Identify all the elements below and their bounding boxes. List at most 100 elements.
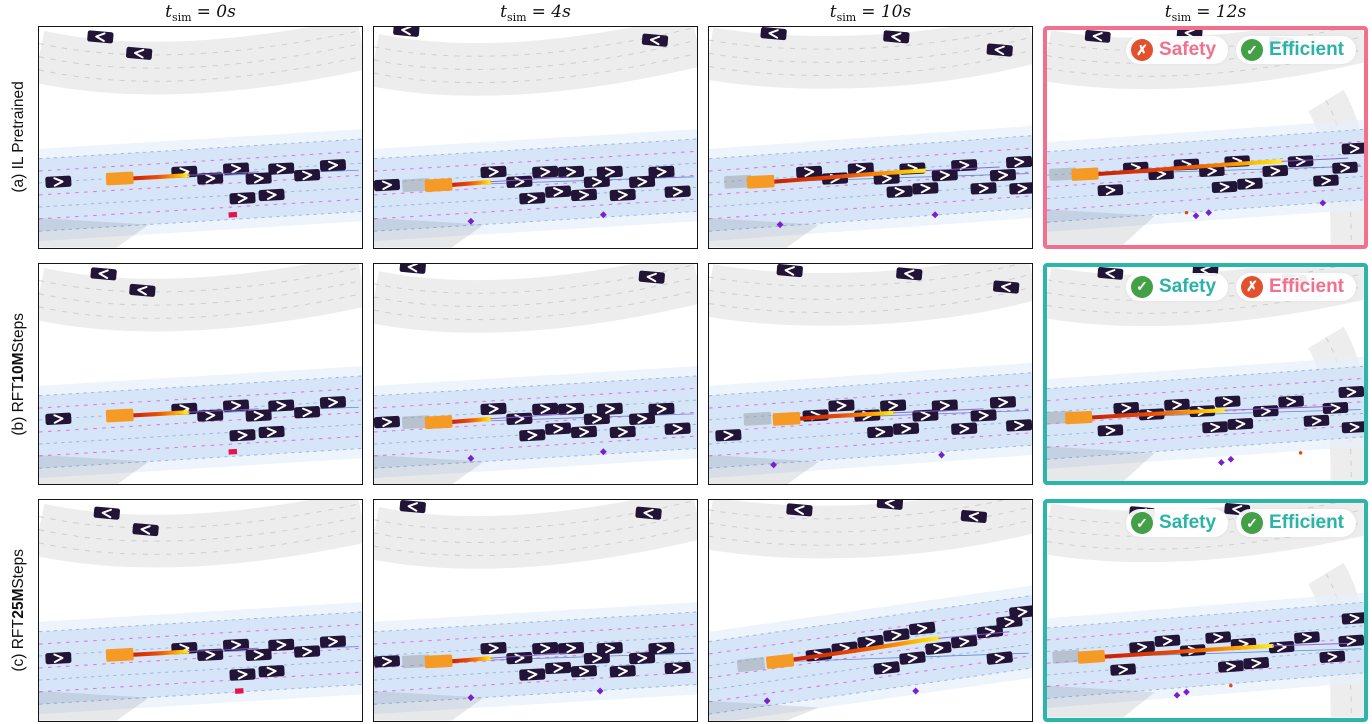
trajectory-tail [1272, 643, 1349, 647]
main-road [39, 138, 362, 232]
scene-svg [374, 27, 697, 248]
ego-ghost [1052, 650, 1080, 665]
traffic-vehicle [374, 178, 400, 192]
panel-a-t12: ✗ Safety ✓ Efficient [1043, 26, 1368, 249]
traffic-vehicle [1338, 385, 1364, 398]
ego-vehicle [424, 178, 453, 192]
traffic-vehicle [1338, 634, 1364, 648]
pedestrian-dot [467, 694, 475, 702]
traffic-vehicle [480, 402, 507, 415]
oncoming-vehicle [986, 43, 1013, 57]
traffic-vehicle [908, 622, 936, 636]
trajectory-tail [925, 166, 1000, 172]
oncoming-vehicle [129, 283, 156, 297]
oncoming-vehicle [992, 280, 1020, 294]
result-badges: ✗ Safety ✓ Efficient [1126, 36, 1356, 64]
panel-grid: ✗ Safety ✓ Efficient ✓ Safety ✗ Efficient ✓ Saf… [38, 26, 1368, 722]
ego-vehicle [105, 171, 134, 186]
traffic-vehicle [1341, 142, 1364, 155]
ego-trajectory [129, 173, 190, 181]
traffic-vehicle [976, 625, 1004, 639]
traffic-vehicle [847, 162, 874, 175]
traffic-vehicle [648, 642, 675, 655]
traffic-vehicle [664, 662, 691, 675]
traffic-vehicle [374, 655, 400, 668]
panel-c-t10 [708, 499, 1033, 722]
panel-b-t0 [38, 262, 363, 486]
traffic-vehicle [583, 412, 610, 425]
traffic-vehicle [570, 425, 598, 438]
panel-c-t4 [373, 499, 698, 722]
check-icon: ✓ [1241, 512, 1264, 535]
ego-vehicle [765, 654, 795, 670]
main-road [374, 612, 697, 705]
ego-vehicle [424, 414, 453, 429]
road-shadow [709, 218, 819, 248]
lane-guide [709, 607, 1032, 655]
traffic-vehicle [1097, 184, 1124, 197]
traffic-vehicle [1294, 631, 1320, 645]
traffic-vehicle [664, 422, 691, 435]
red-obstacle-marker [228, 211, 238, 218]
result-badge: ✗ Efficient [1236, 272, 1356, 301]
traffic-vehicle [796, 165, 823, 179]
ego-trajectory [1100, 644, 1275, 660]
result-badge: ✓ Efficient [1236, 36, 1356, 64]
ego-trajectory [789, 636, 941, 663]
traffic-vehicle [629, 175, 656, 188]
column-header-t12: tsim = 12s [1164, 1, 1247, 25]
check-icon: ✓ [1131, 275, 1154, 298]
result-label: Efficient [1269, 275, 1344, 297]
traffic-vehicle [629, 412, 656, 425]
main-road [374, 375, 697, 468]
traffic-vehicle [912, 182, 939, 195]
ego-ghost [402, 654, 430, 669]
traffic-vehicle [222, 399, 250, 412]
traffic-vehicle [880, 399, 907, 412]
oncoming-vehicle [1097, 266, 1124, 280]
cross-icon: ✗ [1131, 39, 1154, 61]
traffic-vehicle [1217, 660, 1244, 673]
ego-trajectory [447, 656, 493, 664]
scene-svg [39, 500, 362, 721]
traffic-vehicle [1303, 414, 1330, 427]
oncoming-vehicle [393, 27, 420, 37]
ego-ghost [402, 178, 430, 192]
traffic-vehicle [931, 169, 958, 182]
traffic-vehicle [557, 165, 585, 179]
road-shadow [374, 691, 484, 721]
traffic-vehicle [989, 169, 1017, 182]
traffic-vehicle [1268, 641, 1295, 654]
ego-vehicle [105, 648, 134, 663]
trajectory-tail [1224, 405, 1333, 411]
pedestrian-dot [776, 221, 784, 229]
traffic-vehicle [506, 652, 533, 665]
lane-guide [709, 655, 1032, 703]
traffic-vehicle [545, 185, 572, 198]
oncoming-vehicle [760, 27, 787, 41]
oncoming-vehicle [776, 263, 803, 277]
ego-vehicle [1071, 167, 1099, 181]
traffic-vehicle [986, 651, 1013, 666]
traffic-vehicle [1278, 395, 1304, 408]
traffic-vehicle [570, 188, 598, 202]
traffic-vehicle [828, 399, 855, 412]
trajectory-tail [490, 176, 568, 183]
scene-svg [709, 27, 1032, 248]
traffic-vehicle [1009, 605, 1032, 620]
traffic-vehicle [1164, 398, 1190, 411]
traffic-vehicle [532, 402, 559, 415]
traffic-vehicle [596, 402, 623, 415]
ego-vehicle [772, 411, 801, 426]
panel-a-t4 [373, 26, 698, 249]
traffic-vehicle [715, 428, 742, 442]
traffic-vehicle [268, 162, 295, 175]
row-labels: (a) IL Pretrained (b) RFT 10M Steps (c) … [0, 26, 38, 722]
result-label: Safety [1159, 39, 1217, 60]
traffic-vehicle [648, 165, 675, 179]
ego-ghost [736, 657, 766, 673]
ego-vehicle [424, 654, 453, 669]
road-shadow [709, 701, 819, 721]
scene-svg [1047, 30, 1364, 245]
ego-trajectory [795, 410, 896, 421]
